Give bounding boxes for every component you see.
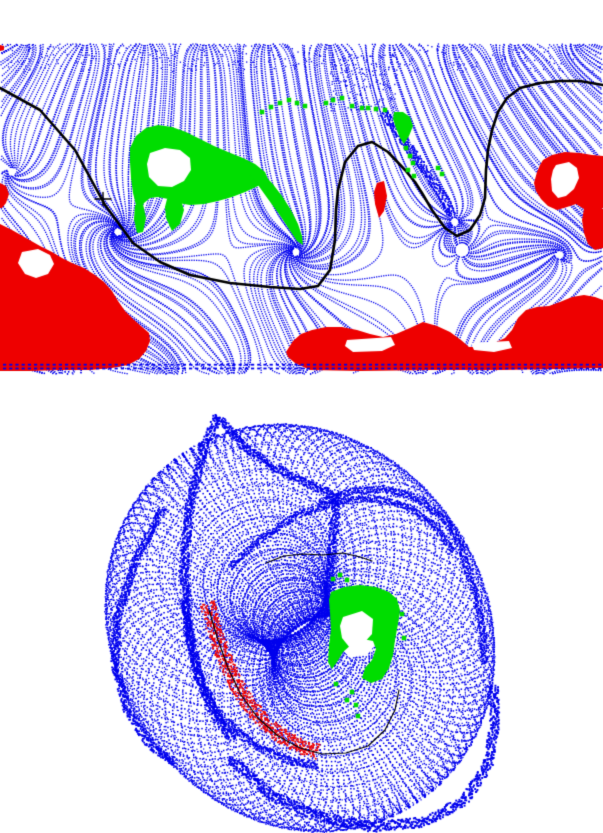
torus-3d-panel (0, 378, 603, 833)
surface-map-panel (0, 0, 603, 378)
